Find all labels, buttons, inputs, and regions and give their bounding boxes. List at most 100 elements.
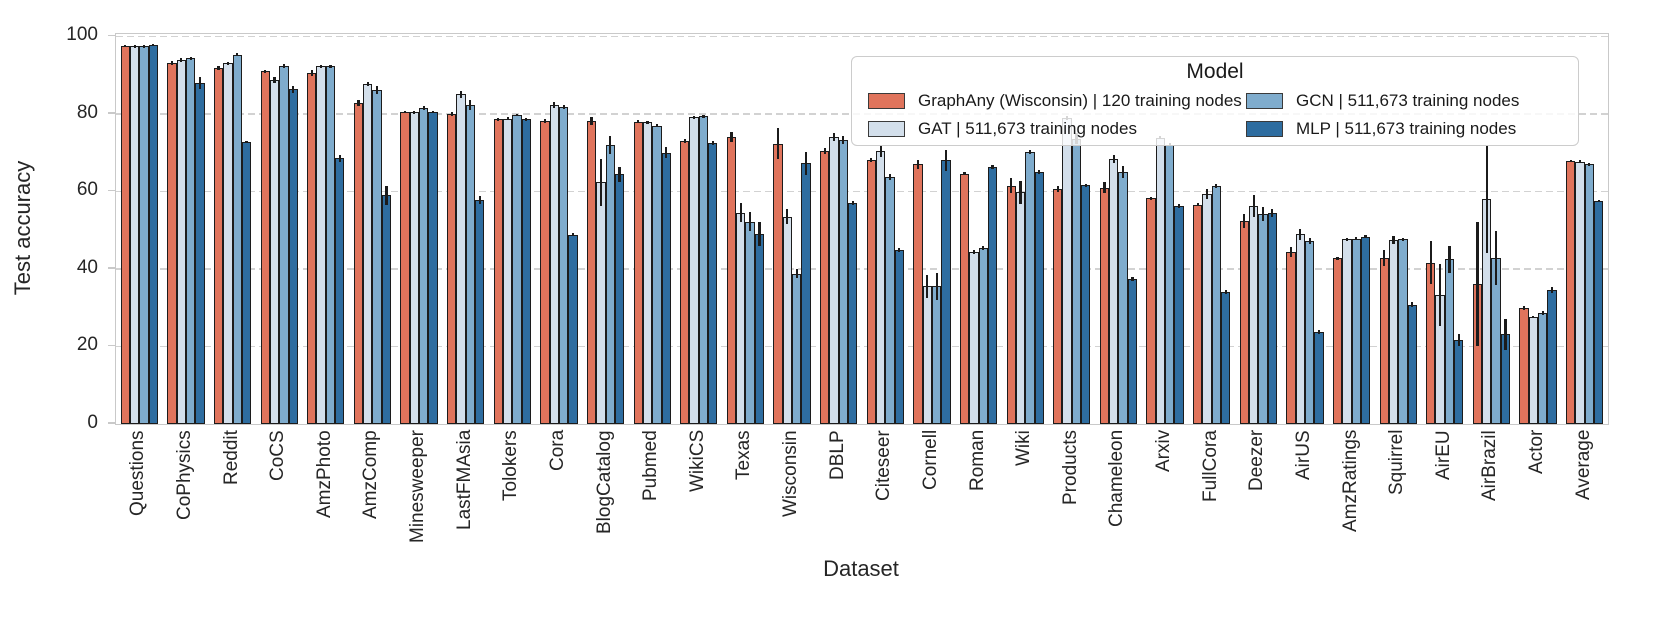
error-bar — [1028, 149, 1031, 154]
bar-gat — [1202, 194, 1212, 424]
error-bar — [916, 159, 920, 169]
bar-gat — [1155, 137, 1166, 424]
error-bar — [1504, 318, 1507, 350]
bar-mlp — [1267, 212, 1277, 424]
error-bar — [879, 145, 882, 158]
error-bar — [1317, 330, 1320, 335]
bar-mlp — [1081, 185, 1091, 424]
bar-gcn — [1211, 185, 1221, 424]
bar-gat — [456, 94, 466, 424]
bar-graphany — [540, 120, 550, 424]
x-tick-label: Chameleon — [1106, 430, 1128, 528]
bar-graphany — [307, 73, 317, 424]
bar-mlp — [1454, 339, 1464, 424]
bar-gat — [1248, 206, 1259, 424]
y-tick-label: 40 — [76, 256, 98, 278]
bar-graphany — [959, 173, 970, 424]
bar-gcn — [1584, 164, 1594, 424]
legend-item: GraphAny (Wisconsin) | 120 training node… — [868, 87, 1246, 115]
bar-gat — [1295, 234, 1305, 424]
bar-gcn — [885, 176, 895, 424]
legend: Model GraphAny (Wisconsin) | 120 trainin… — [851, 56, 1579, 146]
bar-mlp — [894, 250, 904, 424]
gridline — [116, 35, 1608, 38]
error-bar — [1243, 213, 1246, 228]
legend-item-label: GraphAny (Wisconsin) | 120 training node… — [918, 91, 1242, 110]
bar-graphany — [820, 151, 830, 424]
bar-graphany — [1099, 187, 1110, 424]
bar-mlp — [148, 45, 158, 424]
bar-gcn — [232, 54, 242, 424]
error-bar — [422, 106, 425, 110]
bar-gat — [1062, 117, 1072, 424]
error-bar — [711, 140, 714, 145]
bar-graphany — [633, 121, 643, 424]
error-bar — [133, 45, 136, 48]
error-bar — [1084, 183, 1087, 187]
y-tick-label: 60 — [76, 179, 98, 201]
x-tick-label: Products — [1059, 430, 1081, 505]
bar-gat — [409, 112, 420, 424]
legend-entries: GraphAny (Wisconsin) | 120 training node… — [852, 84, 1578, 143]
bar-gcn — [978, 248, 988, 424]
bar-gat — [642, 122, 653, 424]
bar-gcn — [139, 46, 149, 424]
y-tick-label: 80 — [76, 101, 98, 123]
bar-mlp — [987, 166, 998, 424]
error-bar — [459, 91, 463, 98]
bar-graphany — [447, 114, 457, 424]
x-tick-label: Deezer — [1246, 430, 1268, 492]
error-bar — [310, 70, 313, 77]
error-bar — [795, 268, 798, 279]
bar-mlp — [661, 152, 671, 424]
bar-gcn — [1444, 259, 1455, 424]
bar-gat — [969, 252, 979, 424]
error-bar — [786, 208, 789, 225]
error-bar — [1550, 287, 1554, 294]
error-bar — [1112, 155, 1115, 164]
error-bar — [236, 53, 239, 56]
error-bar — [1569, 159, 1572, 163]
bar-mlp — [754, 234, 765, 424]
legend-item-label: GCN | 511,673 training nodes — [1296, 91, 1520, 110]
bar-gat — [1109, 159, 1119, 424]
bar-graphany — [400, 111, 410, 424]
error-bar — [739, 203, 742, 223]
error-bar — [1308, 238, 1311, 245]
error-bar — [851, 201, 854, 206]
error-bar — [1485, 144, 1488, 254]
legend-swatch — [1246, 93, 1283, 109]
error-bar — [226, 62, 229, 65]
x-tick-label: Tolokers — [500, 430, 522, 501]
error-bar — [1355, 237, 1358, 241]
error-bar — [198, 77, 201, 90]
error-bar — [515, 113, 519, 117]
bar-graphany — [680, 141, 690, 424]
bar-graphany — [260, 71, 270, 424]
gridline — [116, 345, 1608, 348]
y-tick-label: 20 — [76, 334, 98, 356]
error-bar — [1289, 247, 1293, 257]
bar-mlp — [475, 199, 485, 424]
x-tick-label: AirUS — [1292, 430, 1314, 480]
x-tick-label: AirBrazil — [1479, 430, 1501, 501]
bar-mlp — [708, 142, 718, 424]
error-bar — [1336, 256, 1339, 260]
bar-gcn — [419, 108, 429, 424]
error-bar — [329, 64, 332, 68]
error-bar — [609, 135, 612, 154]
error-bar — [637, 120, 640, 123]
error-bar — [665, 146, 668, 159]
bar-gcn — [1398, 239, 1408, 424]
error-bar — [618, 166, 621, 183]
error-bar — [1345, 237, 1348, 241]
error-bar — [142, 45, 146, 48]
error-bar — [693, 115, 696, 119]
error-bar — [478, 196, 481, 204]
error-bar — [282, 64, 285, 69]
bar-mlp — [288, 89, 298, 424]
x-tick-label: Roman — [966, 430, 988, 492]
error-bar — [888, 173, 892, 180]
bar-graphany — [773, 143, 783, 424]
